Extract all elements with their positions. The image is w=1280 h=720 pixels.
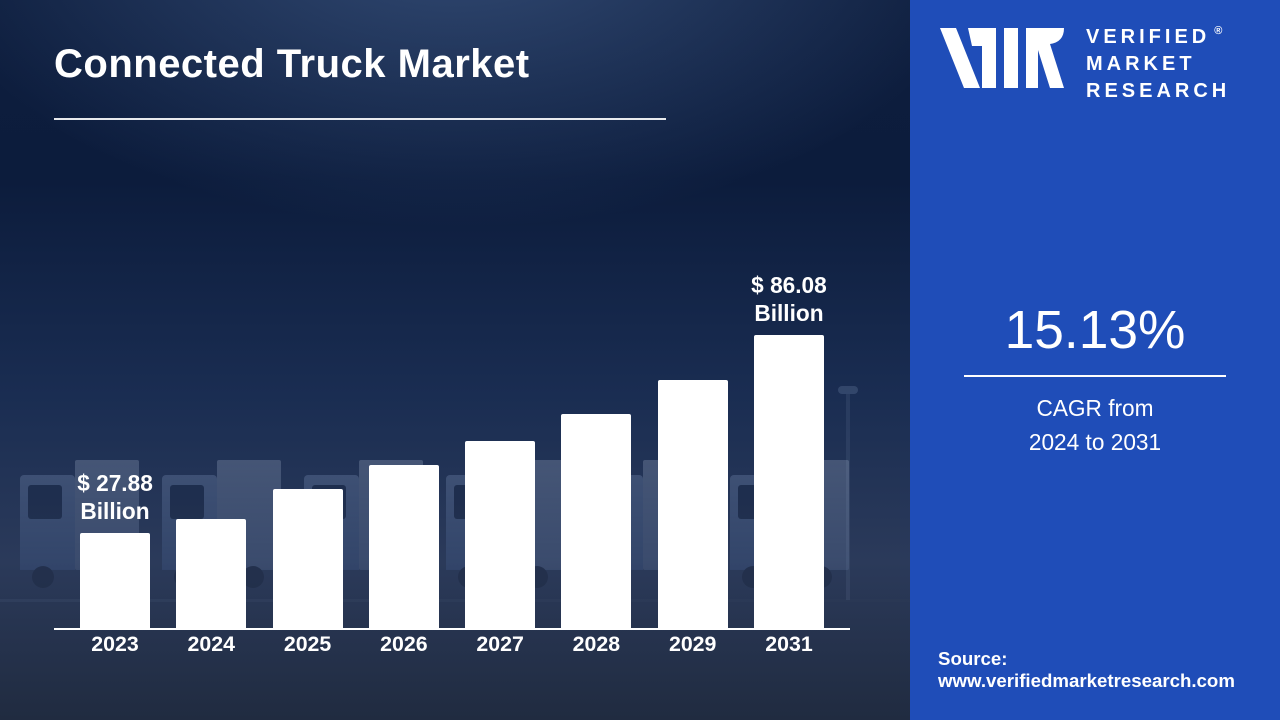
infographic-root: Connected Truck Market $ 27.88 Billion	[0, 0, 1280, 720]
bar-2026	[369, 166, 439, 628]
bar	[80, 533, 150, 628]
bar-2028	[561, 166, 631, 628]
bar	[754, 335, 824, 628]
x-tick: 2031	[754, 632, 824, 666]
bar-value-label-last: $ 86.08 Billion	[719, 271, 859, 328]
cagr-caption: CAGR from 2024 to 2031	[950, 391, 1240, 459]
source-label: Source:	[938, 648, 1007, 669]
right-panel: VERIFIED ® MARKET RESEARCH 15.13% CAGR fr…	[910, 0, 1280, 720]
bars-container: $ 27.88 Billion $ 86.08 Billion	[80, 166, 824, 628]
bar-2024	[176, 166, 246, 628]
bar	[369, 465, 439, 628]
bar	[658, 380, 728, 628]
bar	[561, 414, 631, 628]
source-block: Source: www.verifiedmarketresearch.com	[938, 648, 1235, 692]
vmr-logo-icon	[938, 24, 1068, 96]
cagr-block: 15.13% CAGR from 2024 to 2031	[950, 300, 1240, 459]
brand-logo: VERIFIED ® MARKET RESEARCH	[938, 24, 1260, 105]
cagr-underline	[964, 375, 1226, 377]
x-tick: 2028	[561, 632, 631, 666]
bar-value-label-first: $ 27.88 Billion	[45, 469, 185, 526]
page-title: Connected Truck Market	[54, 42, 530, 87]
x-axis	[54, 628, 850, 630]
x-tick: 2025	[273, 632, 343, 666]
bar-2031: $ 86.08 Billion	[754, 166, 824, 628]
bar-2027	[465, 166, 535, 628]
brand-line1: VERIFIED	[1086, 26, 1210, 48]
bar	[176, 519, 246, 628]
bar-chart: $ 27.88 Billion $ 86.08 Billion	[54, 166, 850, 666]
x-tick-labels: 2023 2024 2025 2026 2027 2028 2029 2031	[80, 632, 824, 666]
title-underline	[54, 118, 666, 120]
x-tick: 2027	[465, 632, 535, 666]
bar	[273, 489, 343, 628]
bar-2025	[273, 166, 343, 628]
cagr-caption-line2: 2024 to 2031	[1029, 429, 1161, 455]
cagr-caption-line1: CAGR from	[1036, 395, 1153, 421]
left-panel: Connected Truck Market $ 27.88 Billion	[0, 0, 910, 720]
bar-value-line2: Billion	[754, 300, 823, 326]
brand-logo-text: VERIFIED ® MARKET RESEARCH	[1086, 24, 1230, 105]
brand-line3: RESEARCH	[1086, 80, 1230, 102]
cagr-value: 15.13%	[950, 300, 1240, 361]
registered-mark: ®	[1214, 25, 1222, 37]
source-url: www.verifiedmarketresearch.com	[938, 670, 1235, 691]
x-tick: 2023	[80, 632, 150, 666]
bar-value-line2: Billion	[80, 498, 149, 524]
bar-value-line1: $ 27.88	[77, 470, 153, 496]
bar-value-line1: $ 86.08	[751, 272, 827, 298]
bar-2029	[658, 166, 728, 628]
bar	[465, 441, 535, 628]
bar-2023: $ 27.88 Billion	[80, 166, 150, 628]
x-tick: 2026	[369, 632, 439, 666]
brand-line2: MARKET	[1086, 53, 1196, 75]
x-tick: 2029	[658, 632, 728, 666]
x-tick: 2024	[176, 632, 246, 666]
